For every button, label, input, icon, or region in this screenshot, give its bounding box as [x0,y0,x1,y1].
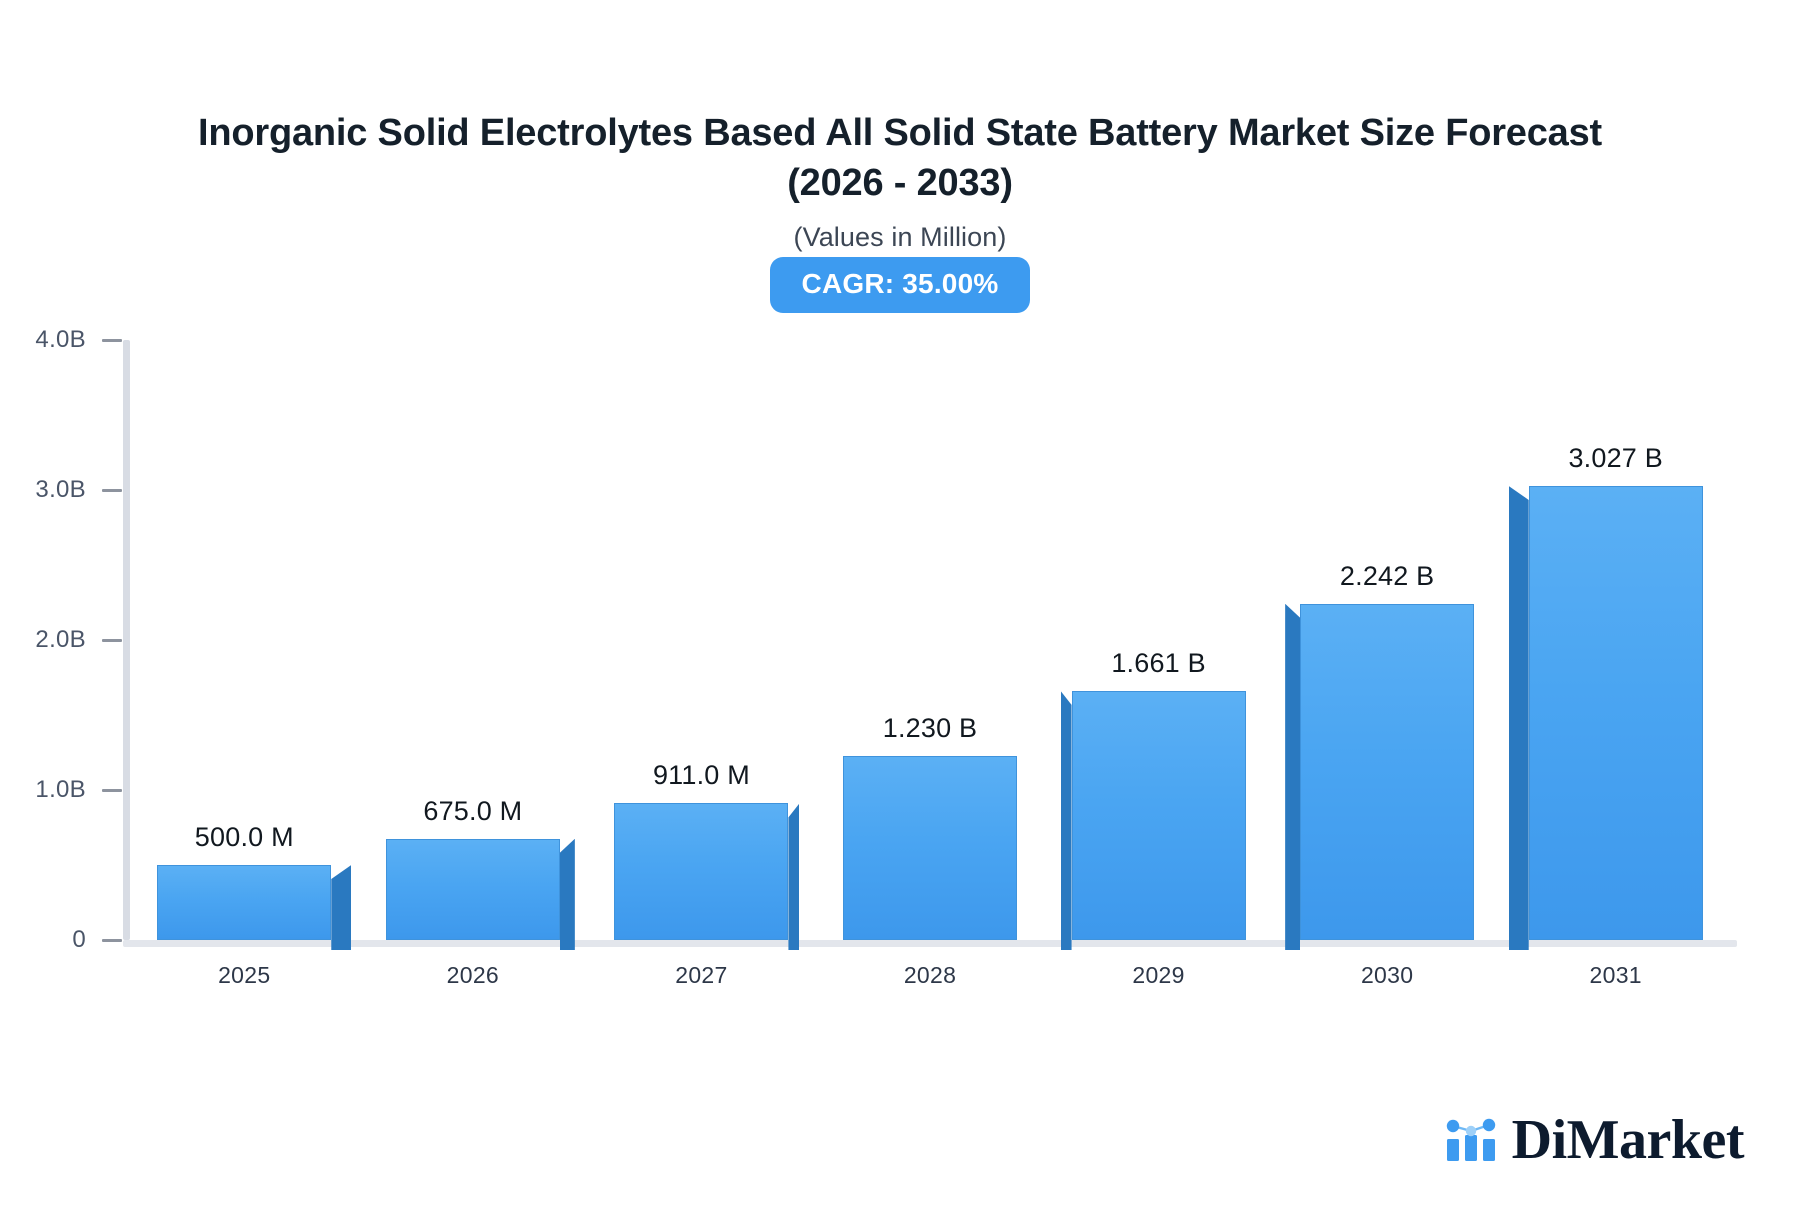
y-axis-tick-label: 0 [72,926,86,953]
y-axis-tick-label: 4.0B [35,326,86,353]
y-axis-tick: 3.0B [35,476,122,504]
bar-body[interactable]: 1.230 B [843,713,1017,940]
bar-front-face [157,865,332,940]
y-axis-tick-label: 2.0B [35,626,86,653]
plot-area: 0 1.0B 2.0B 3.0B 4.0B 500.0 M 2025 675.0 M 2026 9… [35,326,1737,988]
x-axis-label-2029: 2029 [1132,962,1185,988]
bar-body[interactable]: 675.0 M [385,796,575,950]
bar-side-face [559,838,575,950]
y-axis-tick-label: 1.0B [35,776,86,803]
bar-front-face [843,755,1017,940]
y-axis-tick: 0 [72,926,122,954]
y-axis-tick: 1.0B [35,776,122,804]
y-axis-line [123,340,130,940]
y-axis-tick: 2.0B [35,626,122,654]
bar-front-face [614,803,789,940]
bar-value-label: 675.0 M [423,795,523,826]
x-axis-line [123,940,1737,947]
x-axis-label-2031: 2031 [1589,962,1642,988]
bar-body[interactable]: 911.0 M [614,760,800,950]
bar-side-face [788,803,800,950]
title-line-2: (2026 - 2033) [787,162,1013,205]
bar-front-face [1528,485,1703,940]
page-title: Inorganic Solid Electrolytes Based All S… [150,108,1650,208]
bar-value-label: 2.242 B [1339,560,1435,591]
x-axis-label-2030: 2030 [1360,962,1414,988]
bar-side-face [331,865,352,950]
bar-body[interactable]: 500.0 M [157,822,352,950]
bar-value-label: 911.0 M [652,760,750,791]
chart-subtitle: (Values in Million) [793,222,1007,253]
y-axis-tick-mark [102,338,122,342]
y-axis-tick-mark [102,638,122,642]
x-axis-label-2025: 2025 [218,962,271,988]
bar-2030[interactable]: 2.242 B [1285,561,1475,950]
title-line-1: Inorganic Solid Electrolytes Based All S… [197,112,1602,154]
bar-front-face [1300,603,1475,940]
bar-side-face [1060,690,1072,950]
bar-front-face [385,838,560,940]
logo-text: DiMarket [1511,1109,1745,1171]
bar-body[interactable]: 1.661 B [1060,648,1246,950]
bar-value-label: 1.230 B [882,712,978,743]
bar-2029[interactable]: 1.661 B [1060,648,1246,950]
chart-header: Inorganic Solid Electrolytes Based All S… [0,108,1800,314]
bar-2028[interactable]: 1.230 B [843,713,1017,940]
y-axis-tick-mark [102,788,122,792]
x-axis-label-2028: 2028 [903,962,957,988]
bar-side-face [1285,603,1301,950]
bar-2031[interactable]: 3.027 B [1508,443,1703,950]
y-axis-tick-label: 3.0B [35,476,86,503]
bar-body[interactable]: 3.027 B [1508,443,1703,950]
cagr-badge-wrap: CAGR: 35.00% [0,257,1800,314]
bar-value-label: 500.0 M [194,822,294,852]
bar-value-label: 3.027 B [1568,442,1663,473]
x-axis-label-2026: 2026 [446,962,500,988]
x-axis-label-2027: 2027 [675,962,728,988]
bar-value-label: 1.661 B [1111,647,1206,678]
cagr-badge: CAGR: 35.00% [769,257,1031,314]
bar-chart-logo-icon [1446,1118,1495,1161]
y-axis-tick: 4.0B [35,326,122,354]
bar-body[interactable]: 2.242 B [1285,561,1475,950]
y-axis-tick-mark [102,488,122,492]
bar-2025[interactable]: 500.0 M [157,822,352,950]
bar-2026[interactable]: 675.0 M [385,796,575,950]
bar-side-face [1508,485,1529,950]
dimarket-logo: DiMarket [1444,1109,1745,1171]
y-axis-tick-mark [102,938,122,942]
bar-2027[interactable]: 911.0 M [614,760,800,950]
bar-front-face [1071,690,1246,940]
